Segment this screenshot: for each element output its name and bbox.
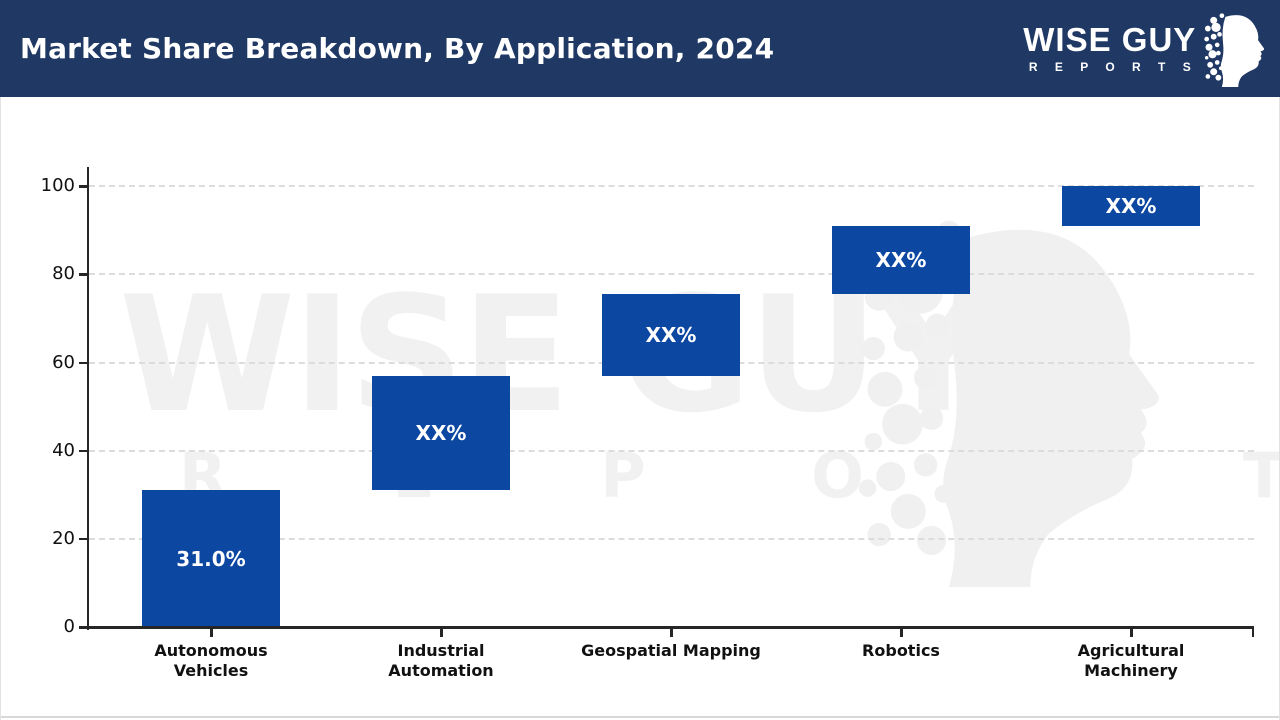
gridline-20 — [89, 537, 1254, 540]
x-tick-label-4: Agricultural Machinery — [1016, 641, 1246, 681]
y-axis-tick-20 — [79, 537, 88, 541]
category-label-line: Industrial — [397, 641, 485, 660]
bar-industrial-automation: XX% — [372, 375, 510, 491]
x-axis-tick-2 — [670, 628, 673, 637]
y-axis-tick-0 — [79, 626, 88, 629]
bottom-divider — [1, 716, 1279, 718]
wiseguy-head-icon — [1204, 12, 1264, 87]
y-tick-label-60: 60 — [52, 351, 75, 373]
x-tick-label-2: Geospatial Mapping — [556, 641, 786, 661]
bar-value-label: XX% — [415, 421, 467, 446]
chart-title: Market Share Breakdown, By Application, … — [20, 32, 775, 65]
x-tick-label-0: Autonomous Vehicles — [96, 641, 326, 681]
x-axis-end-tick — [1251, 628, 1254, 637]
bar-value-label: XX% — [645, 323, 697, 348]
x-axis-spine — [86, 626, 1254, 629]
x-axis-tick-4 — [1130, 628, 1133, 637]
category-label-line: Autonomous — [154, 641, 268, 660]
x-tick-label-1: Industrial Automation — [326, 641, 556, 681]
y-tick-label-100: 100 — [40, 175, 75, 197]
category-label-line: Vehicles — [173, 661, 249, 680]
bar-value-label: XX% — [875, 248, 927, 273]
x-axis-tick-1 — [440, 628, 443, 637]
y-tick-label-40: 40 — [52, 439, 75, 461]
y-axis-spine — [86, 167, 89, 630]
chart-canvas: WISE GUY R E P O R T S 02040608010031.0%… — [0, 97, 1280, 720]
category-label-line: Agricultural — [1077, 641, 1185, 660]
gridline-40 — [89, 449, 1254, 452]
bar-robotics: XX% — [832, 225, 970, 295]
logo-sub-text: R E P O R T S — [1028, 60, 1198, 74]
x-axis-tick-3 — [900, 628, 903, 637]
logo-text: WISE GUY R E P O R T S — [1022, 23, 1198, 74]
y-axis-tick-60 — [79, 361, 88, 365]
bar-agricultural-machinery: XX% — [1062, 186, 1200, 226]
y-axis-tick-40 — [79, 449, 88, 453]
category-label-line: Machinery — [1084, 661, 1178, 680]
header: Market Share Breakdown, By Application, … — [0, 0, 1280, 97]
y-tick-label-20: 20 — [52, 527, 75, 549]
bar-value-label: XX% — [1105, 194, 1157, 219]
wiseguy-logo: WISE GUY R E P O R T S — [1022, 11, 1266, 87]
category-label-line: Geospatial Mapping — [581, 641, 761, 660]
gridline-100 — [89, 185, 1254, 188]
bar-autonomous-vehicles: 31.0% — [142, 490, 280, 627]
y-axis-tick-80 — [79, 273, 88, 276]
category-label-line: Robotics — [862, 641, 940, 660]
y-tick-label-80: 80 — [52, 263, 75, 285]
watermark-brand-text: WISE GUY — [119, 261, 991, 448]
y-axis-tick-100 — [79, 185, 88, 188]
y-tick-label-0: 0 — [63, 616, 75, 637]
category-label-line: Automation — [388, 661, 494, 680]
bar-geospatial-mapping: XX% — [602, 294, 740, 376]
gridline-80 — [89, 273, 1254, 276]
bar-value-label: 31.0% — [176, 546, 246, 571]
x-tick-label-3: Robotics — [786, 641, 1016, 661]
logo-brand-text: WISE GUY — [1023, 21, 1197, 58]
x-axis-tick-0 — [210, 628, 213, 637]
